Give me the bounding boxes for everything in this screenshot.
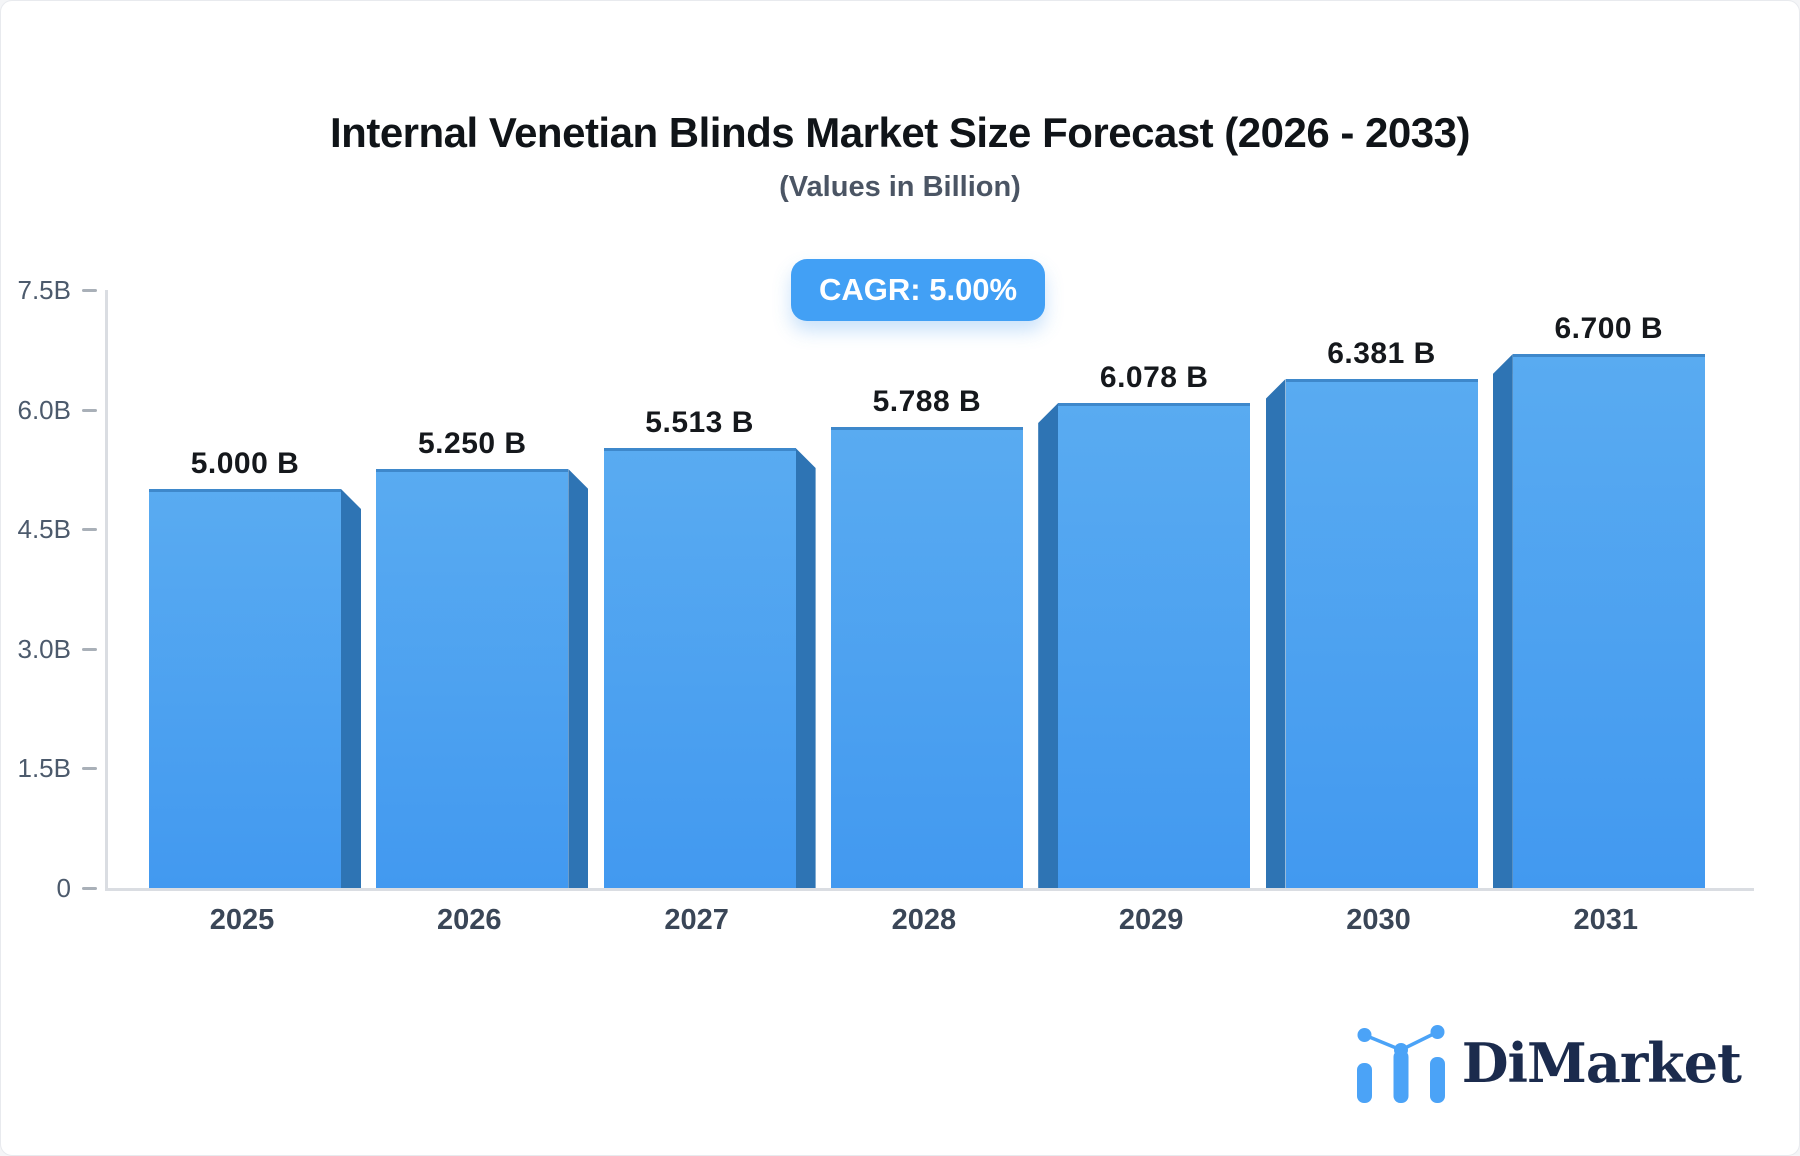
y-tick-dash	[82, 887, 97, 890]
bar-2026[interactable]	[376, 469, 569, 888]
bar-chart-logo-icon	[1356, 1025, 1445, 1103]
x-axis-label: 2026	[437, 904, 502, 936]
y-tick-dash	[82, 289, 97, 292]
bar-2027[interactable]	[603, 448, 796, 888]
y-tick-label: 0	[56, 873, 71, 903]
bar-side-panel	[341, 489, 361, 888]
bar-value-label: 6.700 B	[1554, 312, 1664, 345]
bar-value-label: 5.788 B	[872, 385, 982, 418]
chart-title: Internal Venetian Blinds Market Size For…	[330, 109, 1470, 156]
x-axis-label: 2029	[1118, 904, 1184, 936]
chart-subtitle: (Values in Billion)	[779, 171, 1021, 203]
bar-value-label: 5.250 B	[418, 427, 527, 460]
bar-side-panel	[795, 448, 816, 888]
y-tick-label: 1.5B	[17, 753, 72, 784]
cagr-badge: CAGR: 5.00%	[791, 259, 1046, 321]
y-tick-dash	[82, 528, 97, 532]
brand-logo: DiMarket	[1356, 1023, 1742, 1103]
bar-side-panel	[1038, 403, 1059, 888]
bar-side-panel	[1265, 379, 1286, 888]
x-axis-label: 2028	[891, 904, 957, 936]
bar-value-label: 6.381 B	[1327, 337, 1436, 370]
bar-2031[interactable]	[1512, 354, 1705, 888]
x-axis-label: 2027	[664, 904, 729, 936]
x-axis-label: 2025	[209, 904, 275, 936]
y-tick-label: 4.5B	[17, 514, 72, 545]
y-tick-label: 7.5B	[17, 275, 72, 305]
x-axis-label: 2031	[1573, 904, 1639, 936]
y-tick-dash	[82, 767, 97, 771]
bar-2030[interactable]	[1285, 379, 1478, 888]
y-axis: 0 1.5B 3.0B 4.5B 6.0B 7.5B	[1, 275, 101, 903]
bar-value-label: 5.513 B	[645, 406, 754, 439]
y-tick-label: 6.0B	[17, 394, 72, 425]
x-axis: 2025 2026 2027 2028 2029 2030 2031	[105, 904, 1751, 944]
bar-2028[interactable]	[830, 427, 1023, 888]
bar-2029[interactable]	[1058, 403, 1251, 888]
x-axis-label: 2030	[1346, 904, 1411, 936]
plot-area: 5.000 B 5.250 B 5.513 B 5.788 B 6.078 B 6.381…	[105, 290, 1754, 891]
bar-2025[interactable]	[149, 489, 341, 888]
brand-name: DiMarket	[1461, 1031, 1742, 1095]
y-tick-dash	[82, 408, 97, 412]
bar-side-panel	[568, 469, 589, 888]
y-tick-dash	[82, 647, 97, 651]
bar-value-label: 5.000 B	[190, 447, 300, 480]
bar-side-panel	[1492, 354, 1513, 888]
y-tick-label: 3.0B	[17, 633, 72, 664]
bar-value-label: 6.078 B	[1099, 361, 1209, 394]
